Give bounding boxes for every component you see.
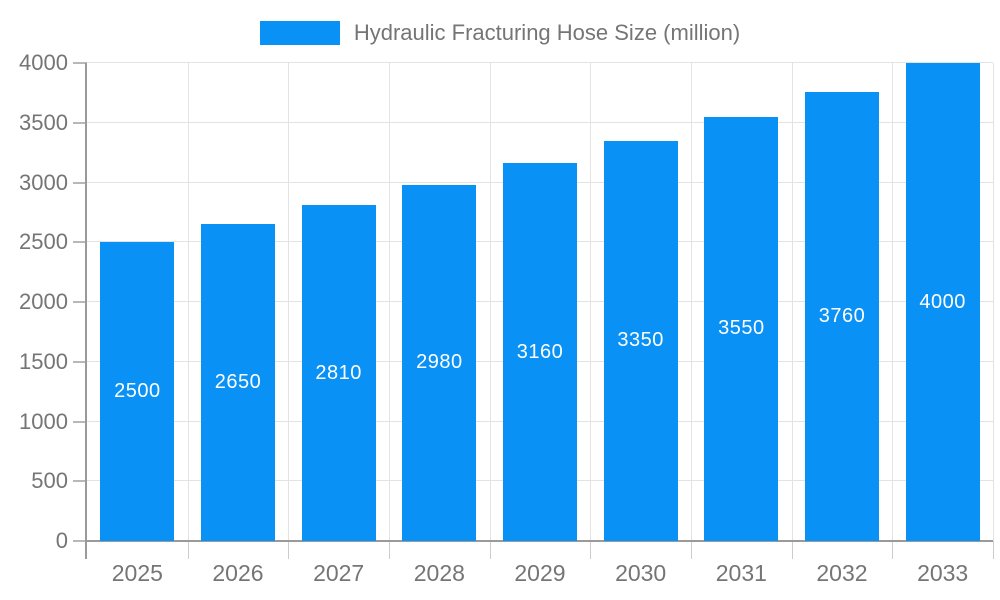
bar-2030[interactable]: 3350 xyxy=(603,140,678,541)
y-axis-tick xyxy=(73,181,87,184)
gridline-vertical xyxy=(187,63,189,541)
bar-2025[interactable]: 2500 xyxy=(100,242,175,541)
x-axis-line xyxy=(85,540,993,542)
gridline-vertical xyxy=(288,63,290,541)
bar-2031[interactable]: 3550 xyxy=(704,116,779,541)
bar-value-label: 4000 xyxy=(919,290,966,313)
x-axis-label: 2028 xyxy=(413,560,465,586)
bar-2026[interactable]: 2650 xyxy=(201,224,275,541)
bar-value-label: 2980 xyxy=(416,351,463,374)
x-axis-label: 2029 xyxy=(514,560,566,586)
gridline-vertical xyxy=(892,63,894,541)
y-axis-tick xyxy=(73,480,87,483)
y-axis-label: 1000 xyxy=(19,408,68,434)
x-axis-tick xyxy=(791,541,793,559)
x-axis-label: 2033 xyxy=(917,560,969,586)
y-axis-tick xyxy=(73,420,87,423)
bar-2028[interactable]: 2980 xyxy=(402,184,477,541)
x-axis-tick xyxy=(389,541,390,559)
y-axis-line xyxy=(85,63,87,559)
bar-value-label: 3350 xyxy=(617,329,664,352)
bar-2033[interactable]: 4000 xyxy=(905,63,980,541)
x-axis-tick xyxy=(993,541,994,559)
bar-2032[interactable]: 3760 xyxy=(805,91,879,541)
x-axis-tick xyxy=(288,541,290,559)
bar-value-label: 3760 xyxy=(818,304,866,327)
y-axis-label: 2500 xyxy=(19,229,68,255)
gridline-vertical xyxy=(791,63,793,541)
y-axis-label: 3500 xyxy=(19,109,68,135)
y-axis-tick xyxy=(73,360,87,363)
y-axis-label: 500 xyxy=(31,468,68,494)
bar-2029[interactable]: 3160 xyxy=(503,163,577,541)
gridline-vertical xyxy=(691,63,692,541)
gridline-horizontal xyxy=(87,62,993,63)
y-axis-tick xyxy=(73,121,87,124)
x-axis-tick xyxy=(691,541,692,559)
x-axis-label: 2030 xyxy=(615,560,667,586)
y-axis-label: 0 xyxy=(55,528,68,553)
x-axis-label: 2025 xyxy=(111,560,163,586)
y-axis-tick xyxy=(73,301,87,303)
x-axis-label: 2026 xyxy=(212,560,264,586)
x-axis-tick xyxy=(187,541,189,559)
legend-label: Hydraulic Fracturing Hose Size (million) xyxy=(353,20,741,45)
y-axis-label: 3000 xyxy=(19,169,68,195)
y-axis-tick xyxy=(73,241,87,244)
bar-value-label: 2500 xyxy=(114,380,161,403)
bar-value-label: 2810 xyxy=(315,361,362,384)
gridline-horizontal xyxy=(87,121,993,123)
x-axis-label: 2031 xyxy=(715,560,767,586)
bar-value-label: 3550 xyxy=(718,317,765,340)
bar-value-label: 2650 xyxy=(214,371,262,394)
y-axis-tick xyxy=(73,62,87,64)
y-axis-tick xyxy=(73,540,87,542)
gridline-vertical xyxy=(489,63,491,541)
x-axis-tick xyxy=(489,541,491,559)
x-axis-label: 2032 xyxy=(816,560,868,586)
gridline-vertical xyxy=(590,63,592,541)
x-axis-label: 2027 xyxy=(313,560,365,586)
chart-legend: Hydraulic Fracturing Hose Size (million) xyxy=(0,20,1000,46)
plot-area: 2500 2650 2810 2980 3160 3350 3550 3760 4000 xyxy=(73,62,994,559)
y-axis-label: 2000 xyxy=(19,289,68,314)
legend-color-swatch xyxy=(259,21,340,45)
bar-value-label: 3160 xyxy=(516,340,564,363)
gridline-vertical xyxy=(389,63,390,541)
y-axis-label: 4000 xyxy=(19,50,68,75)
bar-2027[interactable]: 2810 xyxy=(301,205,376,541)
y-axis-label: 1500 xyxy=(19,348,68,374)
gridline-vertical xyxy=(993,63,994,541)
x-axis-tick xyxy=(892,541,894,559)
x-axis-tick xyxy=(590,541,592,559)
